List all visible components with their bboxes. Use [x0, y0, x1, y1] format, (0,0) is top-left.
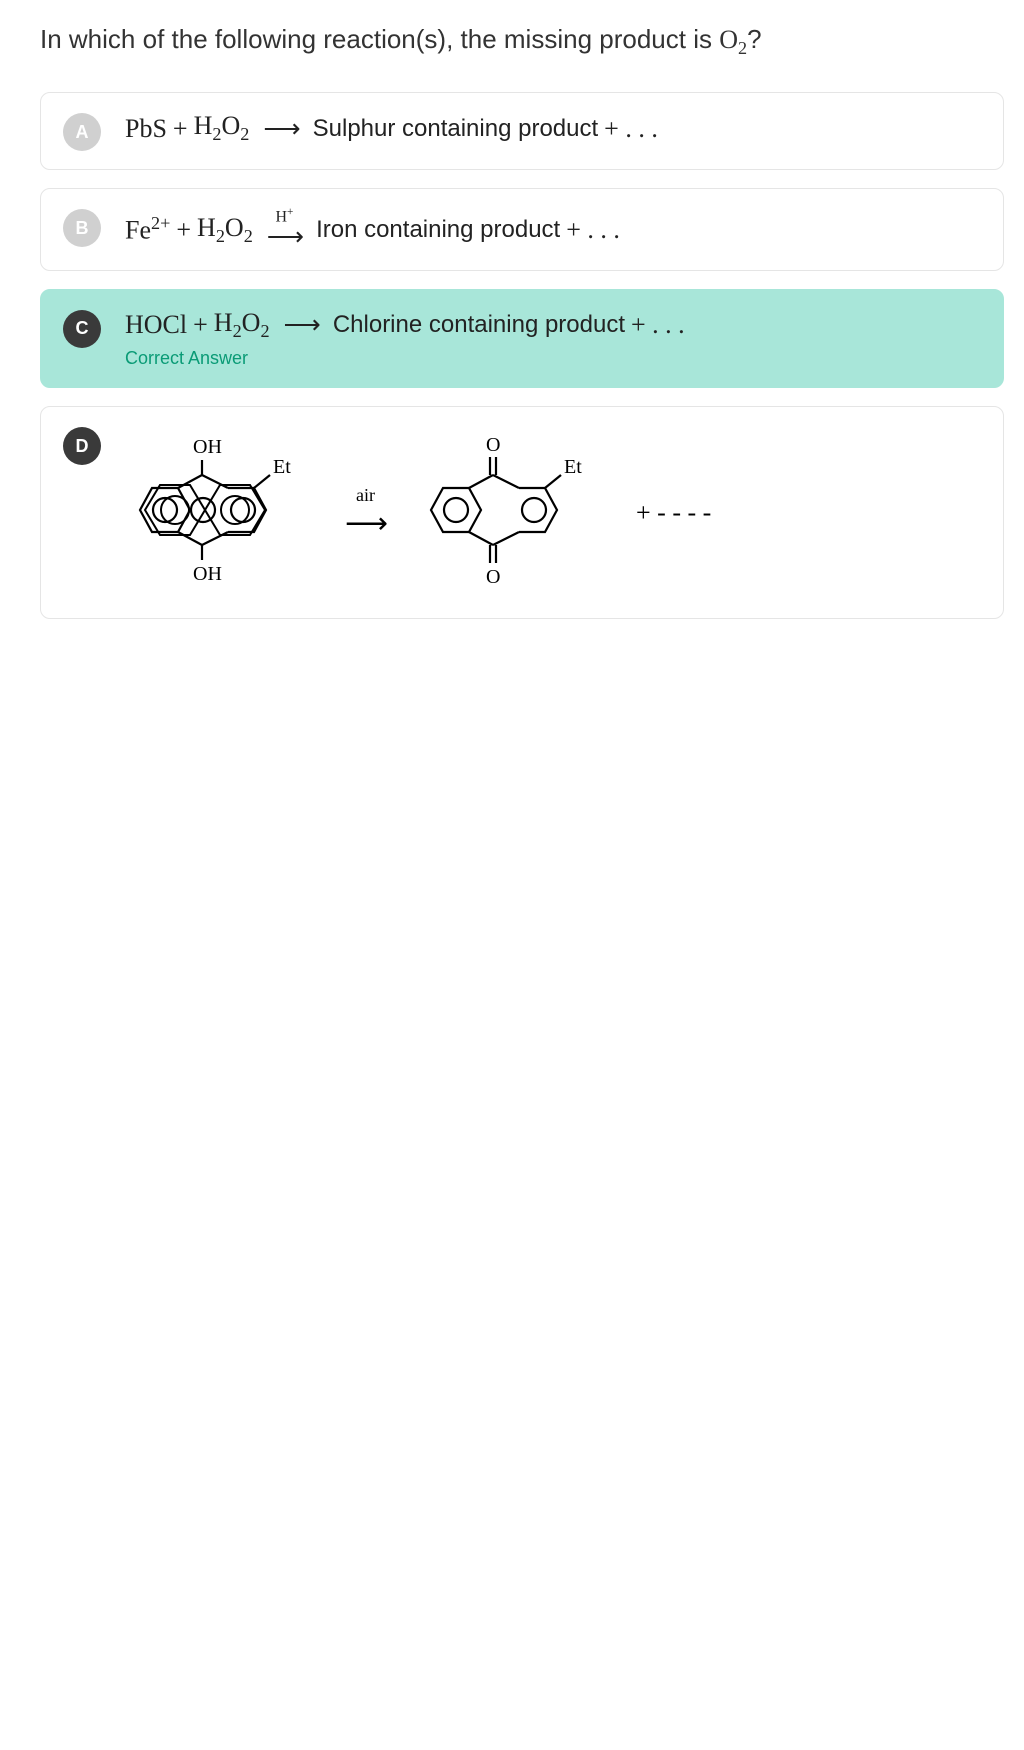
svg-text:O: O	[486, 434, 500, 456]
svg-text:OH: OH	[193, 436, 222, 458]
option-a-badge: A	[63, 113, 101, 151]
options-list: A PbS + H2O2 ⟶ Sulphur containing produc…	[40, 92, 1004, 619]
option-b-content: Fe2+ + H2O2 H+ ⟶ Iron containing product…	[125, 207, 981, 251]
option-d-trailing: + - - - -	[636, 498, 711, 528]
svg-text:Et: Et	[564, 456, 582, 478]
svg-text:Et: Et	[273, 456, 291, 478]
option-d-badge: D	[63, 427, 101, 465]
option-b[interactable]: B Fe2+ + H2O2 H+ ⟶ Iron containing produ…	[40, 188, 1004, 270]
arrow-icon: ⟶	[263, 114, 298, 144]
reactant-structure: OH OH Et	[125, 425, 315, 600]
air-arrow-icon: air ⟶	[345, 485, 386, 541]
option-c-reaction: HOCl + H2O2 ⟶ Chlorine containing produc…	[125, 308, 981, 342]
correct-answer-label: Correct Answer	[125, 348, 981, 369]
svg-text:OH: OH	[193, 563, 222, 585]
arrow-icon: H+ ⟶	[267, 207, 302, 251]
option-b-badge: B	[63, 209, 101, 247]
option-a-reaction: PbS + H2O2 ⟶ Sulphur containing product …	[125, 111, 981, 145]
option-d[interactable]: D	[40, 406, 1004, 619]
option-c-content: HOCl + H2O2 ⟶ Chlorine containing produc…	[125, 308, 981, 369]
option-a[interactable]: A PbS + H2O2 ⟶ Sulphur containing produc…	[40, 92, 1004, 170]
product-structure: O O Et	[416, 425, 616, 600]
option-c[interactable]: C HOCl + H2O2 ⟶ Chlorine containing prod…	[40, 289, 1004, 388]
arrow-icon: ⟶	[284, 310, 319, 340]
option-a-content: PbS + H2O2 ⟶ Sulphur containing product …	[125, 111, 981, 145]
question-text: In which of the following reaction(s), t…	[40, 20, 1004, 62]
svg-text:O: O	[486, 566, 500, 588]
option-b-reaction: Fe2+ + H2O2 H+ ⟶ Iron containing product…	[125, 207, 981, 251]
option-c-badge: C	[63, 310, 101, 348]
option-d-content: OH OH Et air ⟶	[125, 425, 981, 600]
